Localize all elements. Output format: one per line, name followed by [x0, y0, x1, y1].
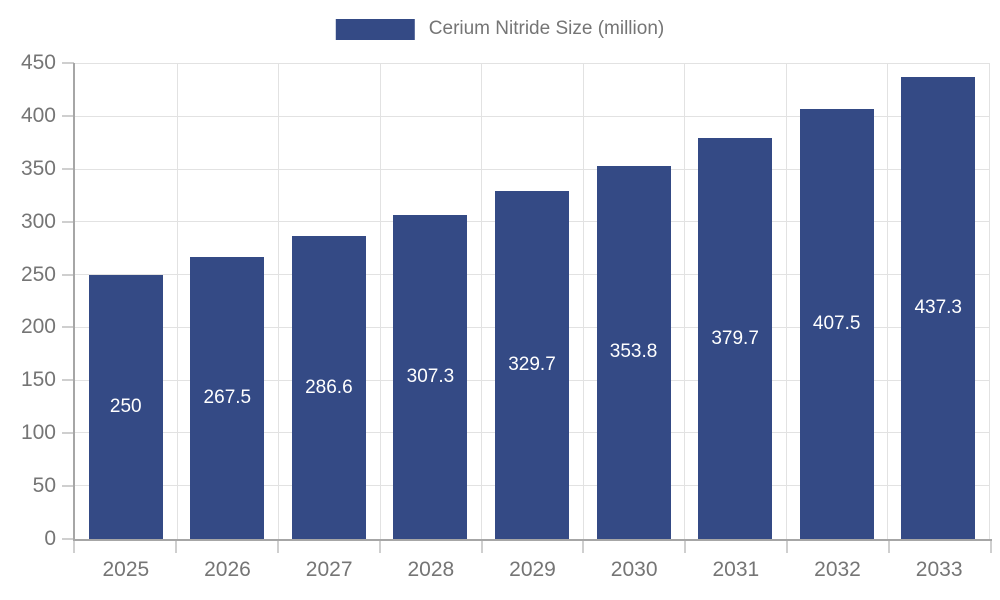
x-axis-tick-mark: [684, 541, 687, 553]
y-axis-tick-label: 400: [20, 103, 56, 127]
x-axis-tick-mark: [276, 541, 279, 553]
bar[interactable]: 407.5: [799, 108, 874, 539]
horizontal-gridline: [75, 168, 989, 170]
bar-value-label: 250: [109, 396, 142, 418]
vertical-gridline: [684, 64, 686, 539]
bar-value-label: 329.7: [508, 353, 556, 375]
bar-value-label: 437.3: [914, 297, 962, 319]
y-axis-tick-mark: [62, 379, 74, 382]
legend-label: Cerium Nitride Size (million): [428, 18, 665, 39]
y-axis-tick-label: 300: [20, 209, 56, 233]
x-axis-line: [73, 539, 992, 541]
x-axis-tick-label: 2031: [712, 558, 760, 581]
bar[interactable]: 250: [88, 275, 163, 539]
plot-area: 250 267.5 286.6 307.3 329.7 353.8 379.7 407.5 43…: [75, 63, 990, 539]
bar-value-label: 286.6: [305, 376, 353, 398]
x-axis-ticks: [73, 541, 992, 553]
x-axis-tick-label: 2033: [915, 558, 963, 581]
bar-value-label: 307.3: [406, 365, 455, 387]
x-axis-tick-mark: [888, 541, 891, 553]
x-axis-tick-mark: [582, 541, 585, 553]
bar[interactable]: 286.6: [291, 236, 366, 539]
bar[interactable]: 267.5: [190, 256, 265, 539]
vertical-gridline: [582, 64, 584, 539]
y-axis-tick-mark: [62, 326, 74, 329]
vertical-gridline: [379, 64, 381, 539]
x-axis-tick-label: 2028: [407, 558, 455, 581]
bar[interactable]: 307.3: [393, 214, 468, 539]
x-axis-tick-mark: [786, 541, 789, 553]
y-axis-tick-mark: [62, 273, 74, 276]
x-axis-tick-label: 2032: [814, 558, 861, 581]
vertical-gridline: [176, 64, 178, 539]
y-axis-tick-label: 350: [20, 156, 56, 180]
bar[interactable]: 353.8: [596, 165, 671, 539]
y-axis-tick-mark: [62, 485, 74, 488]
horizontal-gridline: [75, 115, 989, 117]
y-axis-tick-mark: [62, 62, 74, 64]
x-axis-tick-mark: [480, 541, 483, 553]
x-axis-tick-label: 2029: [509, 558, 556, 581]
legend-swatch: [335, 18, 415, 40]
x-axis-tick-label: 2025: [102, 558, 150, 581]
y-axis-tick-label: 250: [20, 262, 56, 286]
x-axis-tick-mark: [174, 541, 177, 553]
y-axis-ticks: [62, 62, 74, 540]
bar[interactable]: 379.7: [698, 138, 773, 539]
y-axis-line: [73, 63, 75, 539]
y-axis-tick-label: 0: [44, 527, 56, 550]
bar[interactable]: 329.7: [495, 190, 569, 539]
bar-value-label: 379.7: [711, 327, 759, 349]
y-axis-tick-mark: [62, 114, 74, 117]
x-axis-tick-label: 2030: [610, 558, 658, 581]
y-axis-tick-label: 150: [20, 368, 56, 392]
bar-value-label: 353.8: [609, 341, 658, 363]
y-axis-tick-mark: [62, 220, 74, 223]
y-axis-tick-mark: [62, 167, 74, 170]
bar-value-label: 267.5: [203, 386, 252, 408]
x-axis-labels: 2025 2026 2027 2028 2029 2030 2031 2032 2033: [75, 558, 990, 584]
x-axis-tick-mark: [990, 541, 992, 553]
vertical-gridline: [887, 64, 889, 539]
x-axis-tick-label: 2027: [305, 558, 353, 581]
legend[interactable]: Cerium Nitride Size (million): [335, 18, 665, 40]
y-axis-tick-label: 50: [32, 474, 56, 498]
y-axis-tick-label: 200: [20, 315, 56, 339]
x-axis-tick-mark: [73, 541, 75, 553]
vertical-gridline: [278, 64, 280, 539]
x-axis-tick-mark: [378, 541, 381, 553]
vertical-gridline: [481, 64, 483, 539]
vertical-gridline: [785, 64, 787, 539]
y-axis-labels: 0 50 100 150 200 250 300 350 400 450: [0, 51, 56, 550]
bar[interactable]: 437.3: [901, 77, 976, 539]
y-axis-tick-label: 100: [20, 421, 56, 445]
y-axis-tick-mark: [62, 432, 74, 435]
bar-value-label: 407.5: [812, 312, 861, 334]
y-axis-tick-mark: [62, 538, 74, 540]
x-axis-tick-label: 2026: [204, 558, 251, 581]
y-axis-tick-label: 450: [20, 51, 56, 74]
